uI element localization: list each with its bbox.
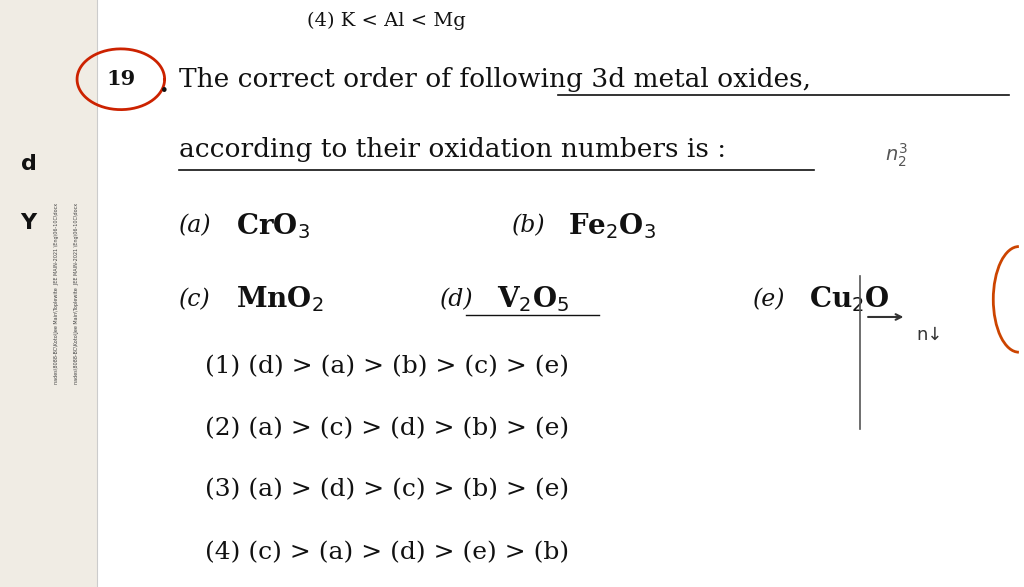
Text: .: . — [160, 73, 168, 97]
Text: MnO$_2$: MnO$_2$ — [236, 285, 324, 314]
Text: (d): (d) — [440, 288, 474, 311]
Text: (c): (c) — [179, 288, 211, 311]
Text: (4) (c) > (a) > (d) > (e) > (b): (4) (c) > (a) > (d) > (e) > (b) — [205, 541, 569, 565]
Text: nades\8088-BC\Koto\Jee Main\Toplewite  JEE MAIN-2021 \Eng\06-10C\docx: nades\8088-BC\Koto\Jee Main\Toplewite JE… — [54, 203, 58, 384]
Text: Y: Y — [20, 213, 37, 233]
Text: (b): (b) — [512, 214, 546, 238]
Text: (e): (e) — [753, 288, 785, 311]
Text: $n_{2}^{3}$: $n_{2}^{3}$ — [885, 142, 907, 169]
Text: Cu$_2$O: Cu$_2$O — [809, 285, 890, 314]
Text: 19: 19 — [106, 69, 135, 89]
Text: nades\8088-BC\Koto\Jee Main\Toplewite  JEE MAIN-2021 \Eng\06-10C\docx: nades\8088-BC\Koto\Jee Main\Toplewite JE… — [75, 203, 79, 384]
Text: d: d — [20, 154, 37, 174]
Text: (3) (a) > (d) > (c) > (b) > (e): (3) (a) > (d) > (c) > (b) > (e) — [205, 478, 569, 502]
Text: according to their oxidation numbers is :: according to their oxidation numbers is … — [179, 137, 726, 162]
Text: Fe$_2$O$_3$: Fe$_2$O$_3$ — [568, 211, 656, 241]
Text: (2) (a) > (c) > (d) > (b) > (e): (2) (a) > (c) > (d) > (b) > (e) — [205, 417, 569, 440]
Text: (1) (d) > (a) > (b) > (c) > (e): (1) (d) > (a) > (b) > (c) > (e) — [205, 355, 568, 379]
Bar — [0, 0, 97, 587]
Text: V$_2$O$_5$: V$_2$O$_5$ — [497, 285, 569, 314]
Text: The correct order of following 3d metal oxides,: The correct order of following 3d metal … — [179, 67, 811, 92]
Text: CrO$_3$: CrO$_3$ — [236, 211, 309, 241]
Text: n↓: n↓ — [916, 326, 943, 343]
Text: (4) K < Al < Mg: (4) K < Al < Mg — [307, 11, 466, 30]
Text: (a): (a) — [179, 214, 212, 238]
